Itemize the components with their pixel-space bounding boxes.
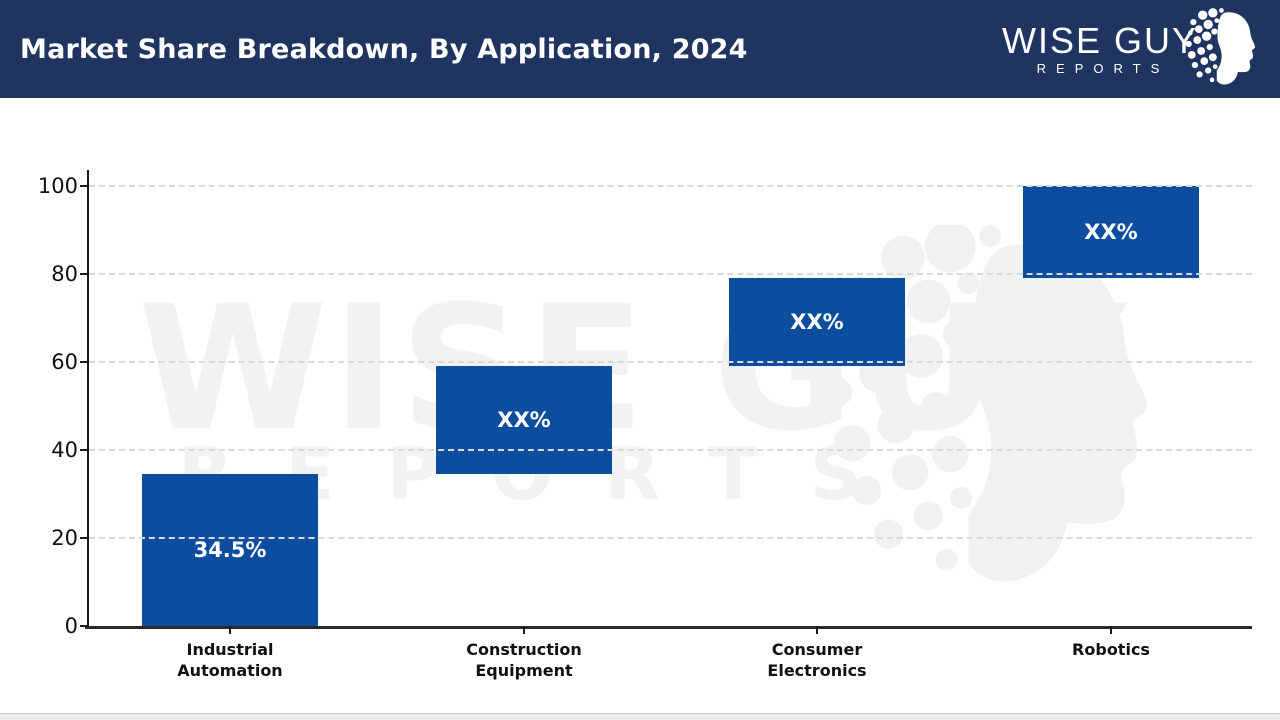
y-tick-label: 20	[51, 526, 78, 550]
bar-value-label: XX%	[790, 310, 844, 335]
y-tick-mark	[80, 273, 88, 275]
wise-guy-logo: WISE GUY REPORTS	[1002, 4, 1262, 94]
footer-strip	[0, 713, 1280, 720]
gridline	[89, 185, 1252, 187]
y-tick-label: 80	[51, 262, 78, 286]
logo-text: WISE GUY REPORTS	[1001, 19, 1198, 77]
y-tick-label: 100	[37, 174, 78, 198]
x-tick-mark	[816, 626, 818, 634]
x-category-label: Industrial Automation	[177, 640, 283, 680]
gridline	[89, 537, 1252, 539]
y-tick-mark	[80, 537, 88, 539]
bar-value-label: XX%	[1084, 220, 1138, 245]
bar-industrial-automation	[142, 474, 318, 626]
chart-title: Market Share Breakdown, By Application, …	[20, 33, 748, 65]
gridline	[89, 449, 1252, 451]
y-axis-line	[87, 170, 89, 627]
x-tick-mark	[523, 626, 525, 634]
logo-subtitle: REPORTS	[1036, 61, 1170, 77]
header-bar: Market Share Breakdown, By Application, …	[0, 0, 1280, 98]
y-tick-mark	[80, 449, 88, 451]
x-category-label: Robotics	[1072, 640, 1150, 659]
y-tick-mark	[80, 625, 88, 627]
x-category-label: Consumer Electronics	[767, 640, 867, 680]
x-tick-mark	[1110, 626, 1112, 634]
x-category-label: Construction Equipment	[466, 640, 582, 680]
gridline	[89, 273, 1252, 275]
bar-construction-equipment	[436, 366, 612, 475]
dotted-head-icon	[1185, 8, 1256, 85]
bar-value-label: XX%	[497, 408, 551, 433]
x-tick-mark	[229, 626, 231, 634]
gridline	[89, 361, 1252, 363]
y-tick-mark	[80, 361, 88, 363]
y-tick-mark	[80, 185, 88, 187]
bar-value-label: 34.5%	[193, 538, 267, 563]
x-axis-line	[85, 626, 1252, 629]
logo-wordmark: WISE GUY	[1001, 19, 1198, 61]
y-tick-label: 0	[64, 614, 78, 638]
y-tick-label: 60	[51, 350, 78, 374]
y-tick-label: 40	[51, 438, 78, 462]
